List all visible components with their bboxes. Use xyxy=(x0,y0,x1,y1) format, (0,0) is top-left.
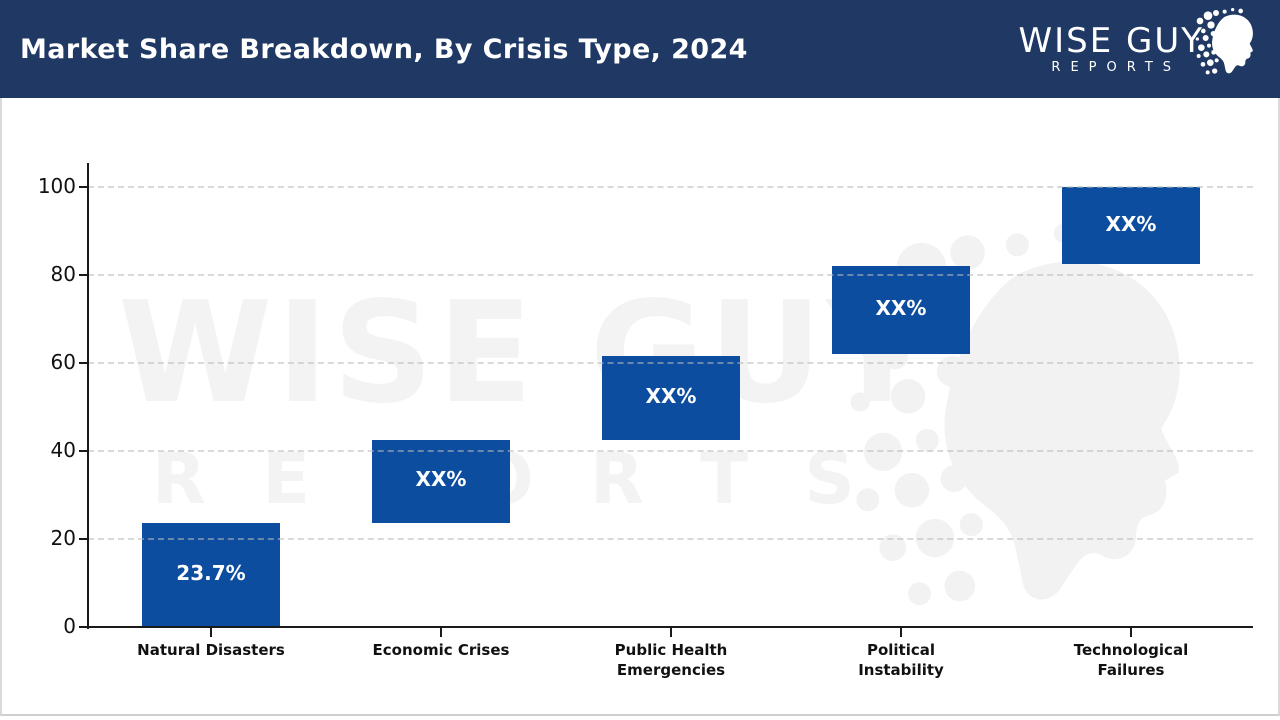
bar-segment xyxy=(142,522,280,627)
x-tick xyxy=(1130,628,1132,637)
category-label-line: Emergencies xyxy=(616,661,726,679)
bar-value-label: XX% xyxy=(875,296,927,321)
gridline xyxy=(88,538,1253,540)
gridline xyxy=(88,186,1253,188)
bar-segment xyxy=(602,356,740,440)
y-tick-label: 80 xyxy=(50,262,76,286)
y-tick-label: 20 xyxy=(50,526,76,550)
gridline xyxy=(88,362,1253,364)
y-tick-label: 40 xyxy=(50,438,76,462)
wiseguy-face-icon xyxy=(1190,7,1262,91)
x-tick xyxy=(900,628,902,637)
y-tick-label: 0 xyxy=(63,614,76,638)
watermark-wordmark: WISE GUY xyxy=(118,272,932,435)
x-tick xyxy=(440,628,442,637)
y-tick-label: 60 xyxy=(50,350,76,374)
category-label-line: Political xyxy=(866,641,936,659)
logo-subtitle: REPORTS xyxy=(1051,60,1182,75)
category-label-line: Economic Crises xyxy=(372,641,510,659)
category-label: Technological Failures xyxy=(1016,640,1246,680)
header-bar: Market Share Breakdown, By Crisis Type, … xyxy=(0,0,1280,98)
gridline xyxy=(88,274,1253,276)
x-tick xyxy=(210,628,212,637)
y-tick xyxy=(79,626,88,628)
category-label: Political Instability xyxy=(786,640,1016,680)
category-label-line: Natural Disasters xyxy=(137,641,285,659)
bar-value-label: XX% xyxy=(1105,211,1157,236)
category-label-line: Failures xyxy=(1097,661,1165,679)
category-label: Natural Disasters xyxy=(96,640,326,660)
y-tick xyxy=(79,450,88,452)
x-tick xyxy=(670,628,672,637)
category-label: Economic Crises xyxy=(326,640,556,660)
logo-text: WISE GUY REPORTS xyxy=(1018,23,1204,75)
y-tick xyxy=(79,538,88,540)
bar-value-label: XX% xyxy=(645,384,697,409)
page-title: Market Share Breakdown, By Crisis Type, … xyxy=(20,33,748,65)
y-tick xyxy=(79,186,88,188)
category-label: Public Health Emergencies xyxy=(556,640,786,680)
logo-wordmark: WISE GUY xyxy=(1018,21,1204,61)
x-axis-line xyxy=(87,626,1253,628)
y-tick-label: 100 xyxy=(37,174,76,198)
bar-value-label: 23.7% xyxy=(176,560,246,585)
category-label-line: Technological xyxy=(1073,641,1189,659)
bar-segment xyxy=(372,440,510,523)
y-axis-line xyxy=(87,163,89,629)
gridline xyxy=(88,450,1253,452)
category-label-line: Instability xyxy=(858,661,944,679)
y-tick xyxy=(79,274,88,276)
bar-segment xyxy=(832,266,970,355)
y-tick xyxy=(79,362,88,364)
category-label-line: Public Health xyxy=(614,641,728,659)
wiseguy-logo: WISE GUY REPORTS xyxy=(1018,7,1262,91)
bar-segment xyxy=(1062,187,1200,264)
bar-value-label: XX% xyxy=(415,467,467,492)
